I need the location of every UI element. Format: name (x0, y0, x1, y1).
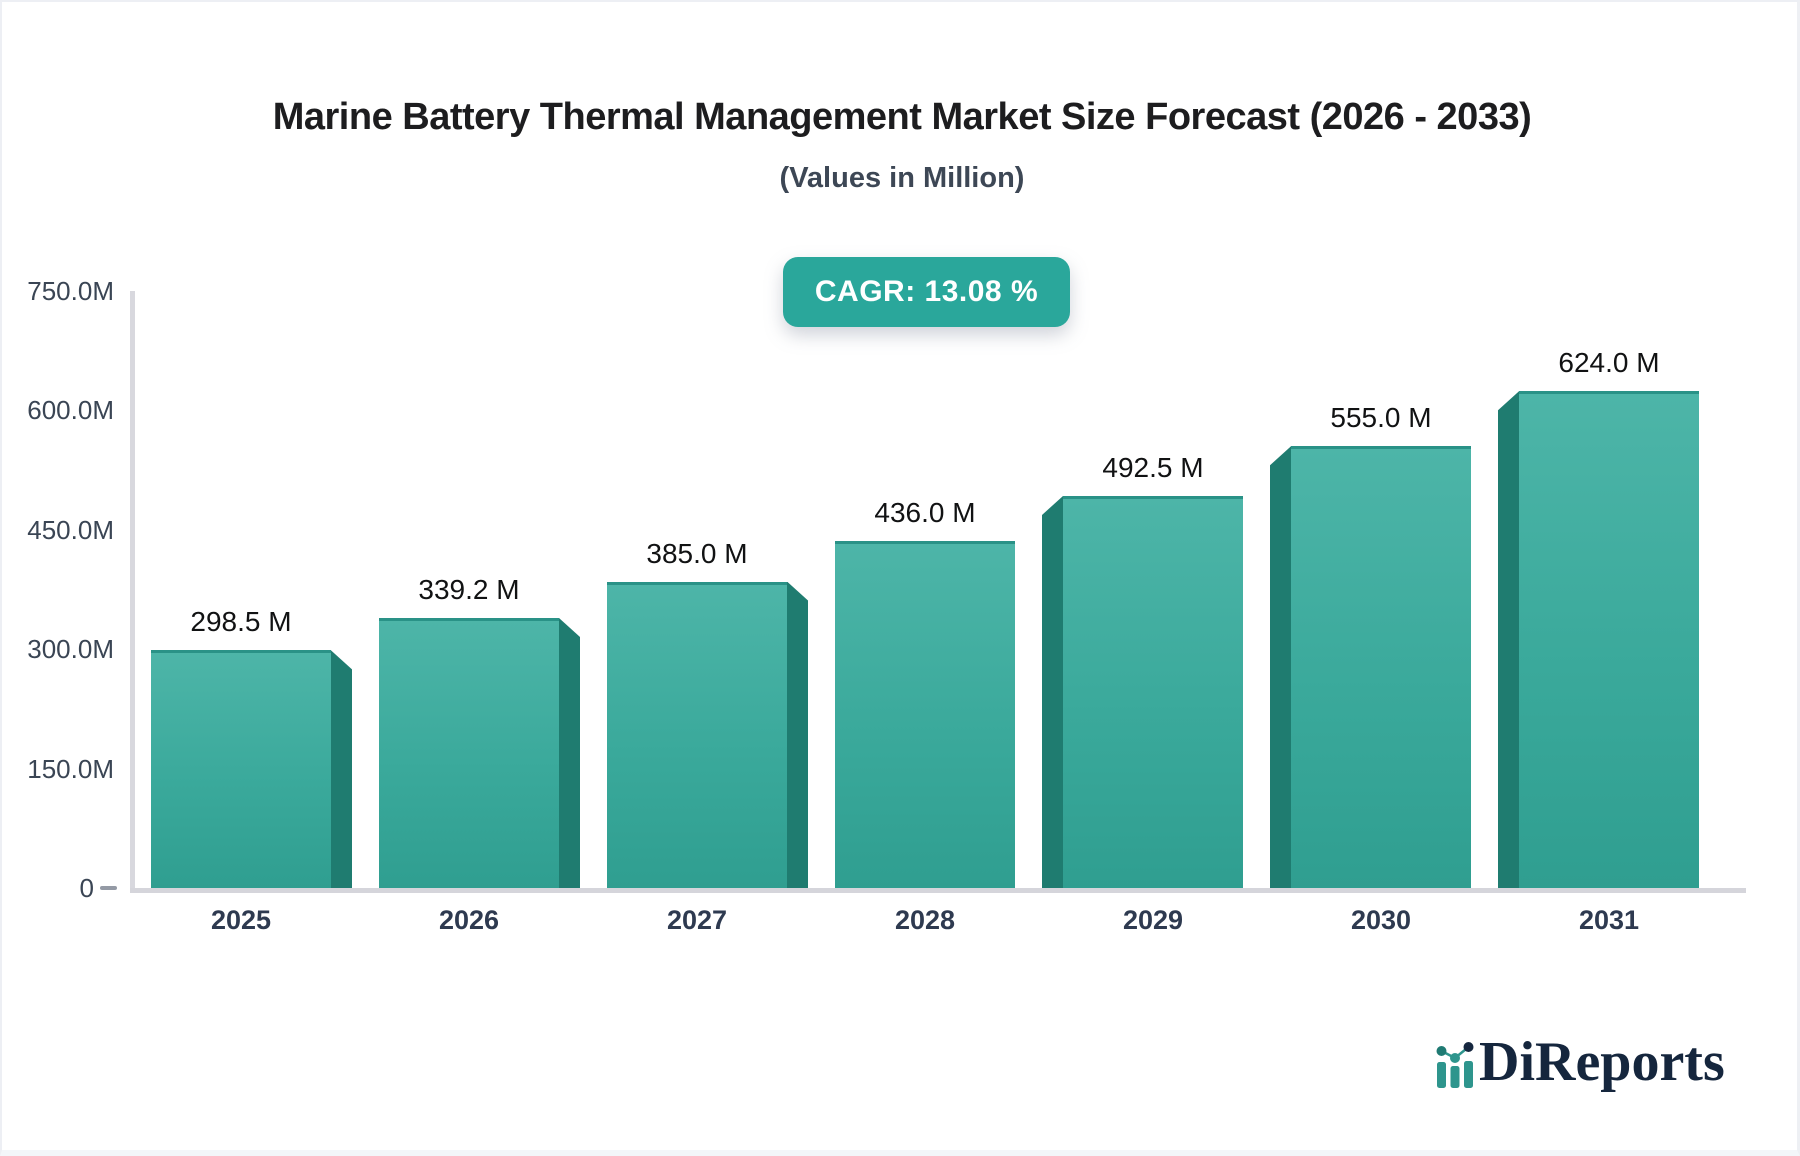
direports-logo-icon (1436, 1042, 1474, 1088)
x-axis-baseline (130, 888, 1746, 893)
bar (151, 650, 331, 891)
cagr-badge: CAGR: 13.08 % (783, 257, 1070, 327)
x-axis-label: 2029 (1122, 905, 1184, 935)
bar-value-label: 436.0 M (874, 496, 976, 528)
x-axis-label: 2026 (438, 905, 500, 935)
brand-name: DiReports (1479, 1031, 1725, 1093)
bar (1063, 495, 1243, 891)
bar-value-label: 555.0 M (1330, 402, 1432, 434)
bar (379, 617, 559, 891)
chart-subtitle: (Values in Million) (779, 162, 1025, 194)
bar-3d-side (1498, 391, 1519, 891)
brand-logo: DiReports (1432, 1034, 1762, 1104)
x-axis-label: 2028 (894, 905, 956, 935)
bar-3d-side (331, 650, 352, 891)
y-axis-tick-label: 750.0M (27, 276, 114, 306)
bar-value-label: 385.0 M (646, 537, 748, 569)
bar (607, 581, 787, 891)
bar (1519, 391, 1699, 891)
y-axis-tick-label: 0 (79, 873, 94, 903)
chart-title: Marine Battery Thermal Management Market… (272, 96, 1532, 138)
bar (835, 540, 1015, 891)
x-axis-label: 2031 (1578, 905, 1640, 935)
bar-3d-side (559, 617, 580, 891)
y-axis-tick-label: 450.0M (27, 514, 114, 545)
bar-value-label: 492.5 M (1102, 451, 1204, 483)
x-axis-label: 2030 (1350, 905, 1412, 935)
bar-value-label: 339.2 M (418, 573, 520, 605)
bar-value-label: 624.0 M (1558, 347, 1660, 379)
y-axis-tick-label: 150.0M (27, 753, 114, 784)
y-axis-tick-label: 600.0M (27, 395, 114, 426)
bar-3d-side (1270, 446, 1291, 891)
bar (1291, 446, 1471, 891)
y-axis-line (130, 291, 135, 892)
bar-value-label: 298.5 M (190, 606, 292, 638)
bar-3d-side (787, 581, 808, 891)
x-axis-label: 2025 (210, 905, 272, 935)
y-axis-tick-label: 300.0M (27, 634, 114, 665)
zero-tick-mark (100, 886, 117, 890)
x-axis-label: 2027 (666, 905, 728, 935)
bar-3d-side (1042, 495, 1063, 891)
cagr-badge-label: CAGR: 13.08 % (814, 275, 1039, 308)
